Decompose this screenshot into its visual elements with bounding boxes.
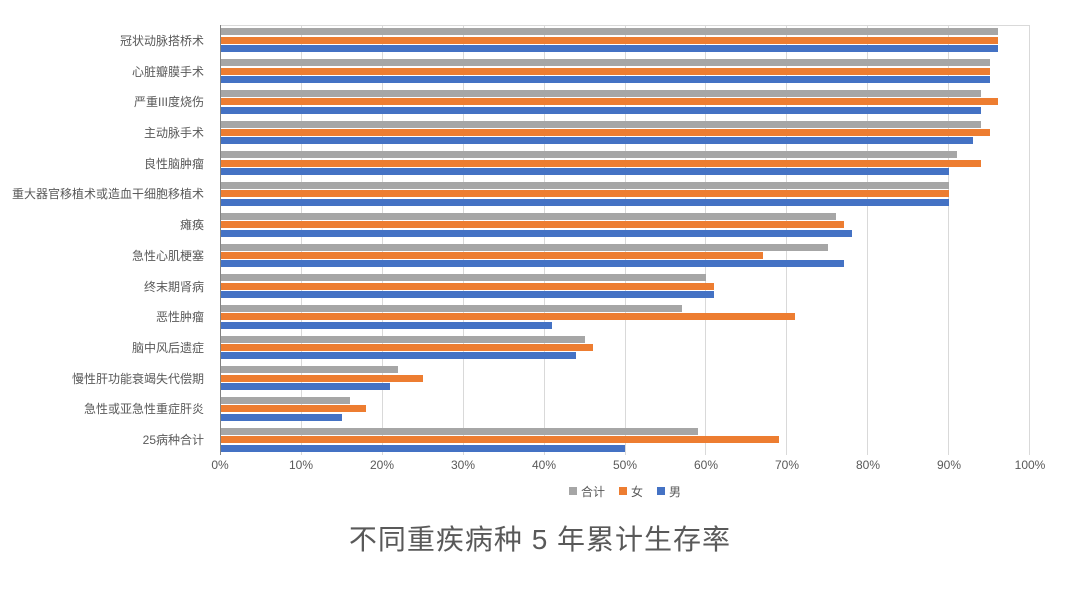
category-label: 冠状动脉搭桥术 xyxy=(20,25,212,56)
chart-title: 不同重疾病种 5 年累计生存率 xyxy=(20,518,1060,558)
bar-male xyxy=(220,199,949,206)
legend-item-total: 合计 xyxy=(569,483,605,500)
bar-female xyxy=(220,98,998,105)
x-tick-label: 0% xyxy=(211,458,228,472)
x-tick-label: 100% xyxy=(1015,458,1046,472)
legend: 合计 女 男 xyxy=(220,482,1030,500)
x-tick-label: 70% xyxy=(775,458,799,472)
bar-total xyxy=(220,121,981,128)
bar-total xyxy=(220,244,828,251)
bar-male xyxy=(220,414,342,421)
bar-group xyxy=(220,271,1030,302)
bar-male xyxy=(220,168,949,175)
x-axis-ticks: 0%10%20%30%40%50%60%70%80%90%100% xyxy=(220,458,1030,476)
chart-container: 冠状动脉搭桥术心脏瓣膜手术严重III度烧伤主动脉手术良性脑肿瘤重大器官移植术或造… xyxy=(20,20,1060,500)
bar-female xyxy=(220,190,949,197)
bar-female xyxy=(220,436,779,443)
legend-swatch xyxy=(569,487,577,495)
bar-group xyxy=(220,332,1030,363)
bar-group xyxy=(220,363,1030,394)
bar-group xyxy=(220,86,1030,117)
bar-male xyxy=(220,260,844,267)
bar-total xyxy=(220,151,957,158)
bar-group xyxy=(220,424,1030,455)
category-labels: 冠状动脉搭桥术心脏瓣膜手术严重III度烧伤主动脉手术良性脑肿瘤重大器官移植术或造… xyxy=(20,25,212,455)
x-tick-label: 80% xyxy=(856,458,880,472)
legend-item-female: 女 xyxy=(619,483,643,500)
bar-female xyxy=(220,221,844,228)
bar-group xyxy=(220,56,1030,87)
bar-female xyxy=(220,283,714,290)
x-tick-label: 60% xyxy=(694,458,718,472)
bar-male xyxy=(220,137,973,144)
x-tick-label: 30% xyxy=(451,458,475,472)
bar-male xyxy=(220,107,981,114)
bar-female xyxy=(220,405,366,412)
category-label: 恶性肿瘤 xyxy=(20,301,212,332)
y-axis-line xyxy=(220,25,221,455)
bar-male xyxy=(220,230,852,237)
category-label: 主动脉手术 xyxy=(20,117,212,148)
bar-total xyxy=(220,213,836,220)
x-tick-label: 40% xyxy=(532,458,556,472)
bar-total xyxy=(220,336,585,343)
bar-group xyxy=(220,25,1030,56)
bar-male xyxy=(220,383,390,390)
legend-label: 男 xyxy=(669,483,681,500)
category-label: 良性脑肿瘤 xyxy=(20,148,212,179)
category-label: 急性或亚急性重症肝炎 xyxy=(20,394,212,425)
bar-total xyxy=(220,366,398,373)
bar-female xyxy=(220,313,795,320)
bar-rows xyxy=(220,25,1030,455)
category-label: 急性心肌梗塞 xyxy=(20,240,212,271)
bar-female xyxy=(220,68,990,75)
bar-group xyxy=(220,209,1030,240)
category-label: 瘫痪 xyxy=(20,209,212,240)
bar-group xyxy=(220,117,1030,148)
legend-swatch xyxy=(619,487,627,495)
category-label: 严重III度烧伤 xyxy=(20,86,212,117)
bar-total xyxy=(220,90,981,97)
category-label: 心脏瓣膜手术 xyxy=(20,56,212,87)
bar-female xyxy=(220,160,981,167)
category-label: 终末期肾病 xyxy=(20,271,212,302)
x-tick-label: 90% xyxy=(937,458,961,472)
bar-female xyxy=(220,129,990,136)
x-tick-label: 50% xyxy=(613,458,637,472)
bar-female xyxy=(220,344,593,351)
category-label: 重大器官移植术或造血干细胞移植术 xyxy=(20,179,212,210)
category-label: 慢性肝功能衰竭失代偿期 xyxy=(20,363,212,394)
legend-swatch xyxy=(657,487,665,495)
bar-group xyxy=(220,179,1030,210)
bar-male xyxy=(220,352,576,359)
x-tick-label: 10% xyxy=(289,458,313,472)
bar-male xyxy=(220,291,714,298)
bar-total xyxy=(220,274,706,281)
legend-label: 女 xyxy=(631,483,643,500)
bar-group xyxy=(220,240,1030,271)
category-label: 脑中风后遗症 xyxy=(20,332,212,363)
bar-male xyxy=(220,45,998,52)
legend-label: 合计 xyxy=(581,483,605,500)
bar-group xyxy=(220,394,1030,425)
category-label: 25病种合计 xyxy=(20,424,212,455)
legend-item-male: 男 xyxy=(657,483,681,500)
bar-female xyxy=(220,252,763,259)
bar-total xyxy=(220,59,990,66)
bar-male xyxy=(220,322,552,329)
bar-female xyxy=(220,37,998,44)
bar-total xyxy=(220,305,682,312)
bar-group xyxy=(220,148,1030,179)
bar-total xyxy=(220,182,949,189)
x-tick-label: 20% xyxy=(370,458,394,472)
bar-total xyxy=(220,28,998,35)
bar-male xyxy=(220,445,625,452)
bar-total xyxy=(220,428,698,435)
bar-male xyxy=(220,76,990,83)
bar-total xyxy=(220,397,350,404)
bar-female xyxy=(220,375,423,382)
bar-group xyxy=(220,301,1030,332)
